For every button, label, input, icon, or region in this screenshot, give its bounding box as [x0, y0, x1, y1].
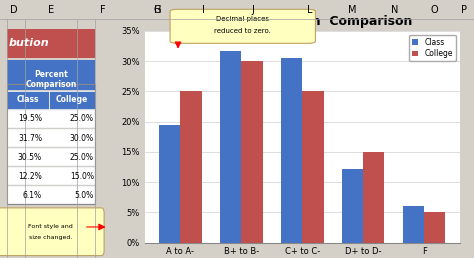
FancyBboxPatch shape — [7, 167, 95, 185]
Bar — [424, 212, 446, 243]
Bar — [180, 91, 201, 243]
Text: F: F — [100, 5, 105, 15]
Bar — [363, 152, 384, 243]
FancyBboxPatch shape — [7, 29, 95, 58]
Text: M: M — [348, 5, 356, 15]
FancyBboxPatch shape — [7, 60, 95, 90]
Text: H: H — [154, 5, 162, 15]
Text: I: I — [202, 5, 205, 15]
FancyBboxPatch shape — [7, 148, 95, 166]
Text: size changed.: size changed. — [29, 235, 73, 240]
Bar — [302, 91, 324, 243]
Text: 15.0%: 15.0% — [70, 172, 94, 181]
Title: Grade Distribution  Comparison: Grade Distribution Comparison — [191, 15, 413, 28]
Bar — [159, 125, 180, 243]
FancyBboxPatch shape — [49, 91, 95, 109]
Text: L: L — [307, 5, 312, 15]
Text: E: E — [48, 5, 54, 15]
Text: N: N — [391, 5, 399, 15]
Text: Font style and: Font style and — [28, 224, 73, 229]
FancyBboxPatch shape — [170, 9, 315, 43]
Text: bution: bution — [9, 38, 49, 48]
Text: Decimal places: Decimal places — [216, 16, 269, 22]
Text: Class: Class — [17, 95, 39, 104]
Text: D: D — [10, 5, 18, 15]
Text: 31.7%: 31.7% — [18, 134, 42, 143]
Text: 12.2%: 12.2% — [18, 172, 42, 181]
Bar — [342, 169, 363, 243]
Text: 30.5%: 30.5% — [18, 153, 42, 162]
Text: 6.1%: 6.1% — [23, 191, 42, 200]
Text: J: J — [252, 5, 255, 15]
Bar — [241, 61, 263, 243]
Text: G: G — [153, 5, 161, 15]
Text: 30.0%: 30.0% — [70, 134, 94, 143]
Text: O: O — [431, 5, 438, 15]
Text: 5.0%: 5.0% — [75, 191, 94, 200]
Text: College: College — [56, 95, 88, 104]
Text: 25.0%: 25.0% — [70, 115, 94, 124]
FancyBboxPatch shape — [7, 129, 95, 147]
Text: Comparison: Comparison — [26, 80, 77, 90]
Legend: Class, College: Class, College — [409, 35, 456, 61]
FancyBboxPatch shape — [7, 110, 95, 128]
FancyBboxPatch shape — [7, 91, 49, 109]
Text: 19.5%: 19.5% — [18, 115, 42, 124]
Bar — [281, 58, 302, 243]
Bar — [220, 51, 241, 243]
FancyBboxPatch shape — [7, 186, 95, 204]
Text: reduced to zero.: reduced to zero. — [214, 28, 271, 34]
Text: P: P — [461, 5, 467, 15]
Text: Percent: Percent — [35, 70, 68, 79]
FancyBboxPatch shape — [0, 208, 104, 256]
Bar — [403, 206, 424, 243]
Text: 25.0%: 25.0% — [70, 153, 94, 162]
